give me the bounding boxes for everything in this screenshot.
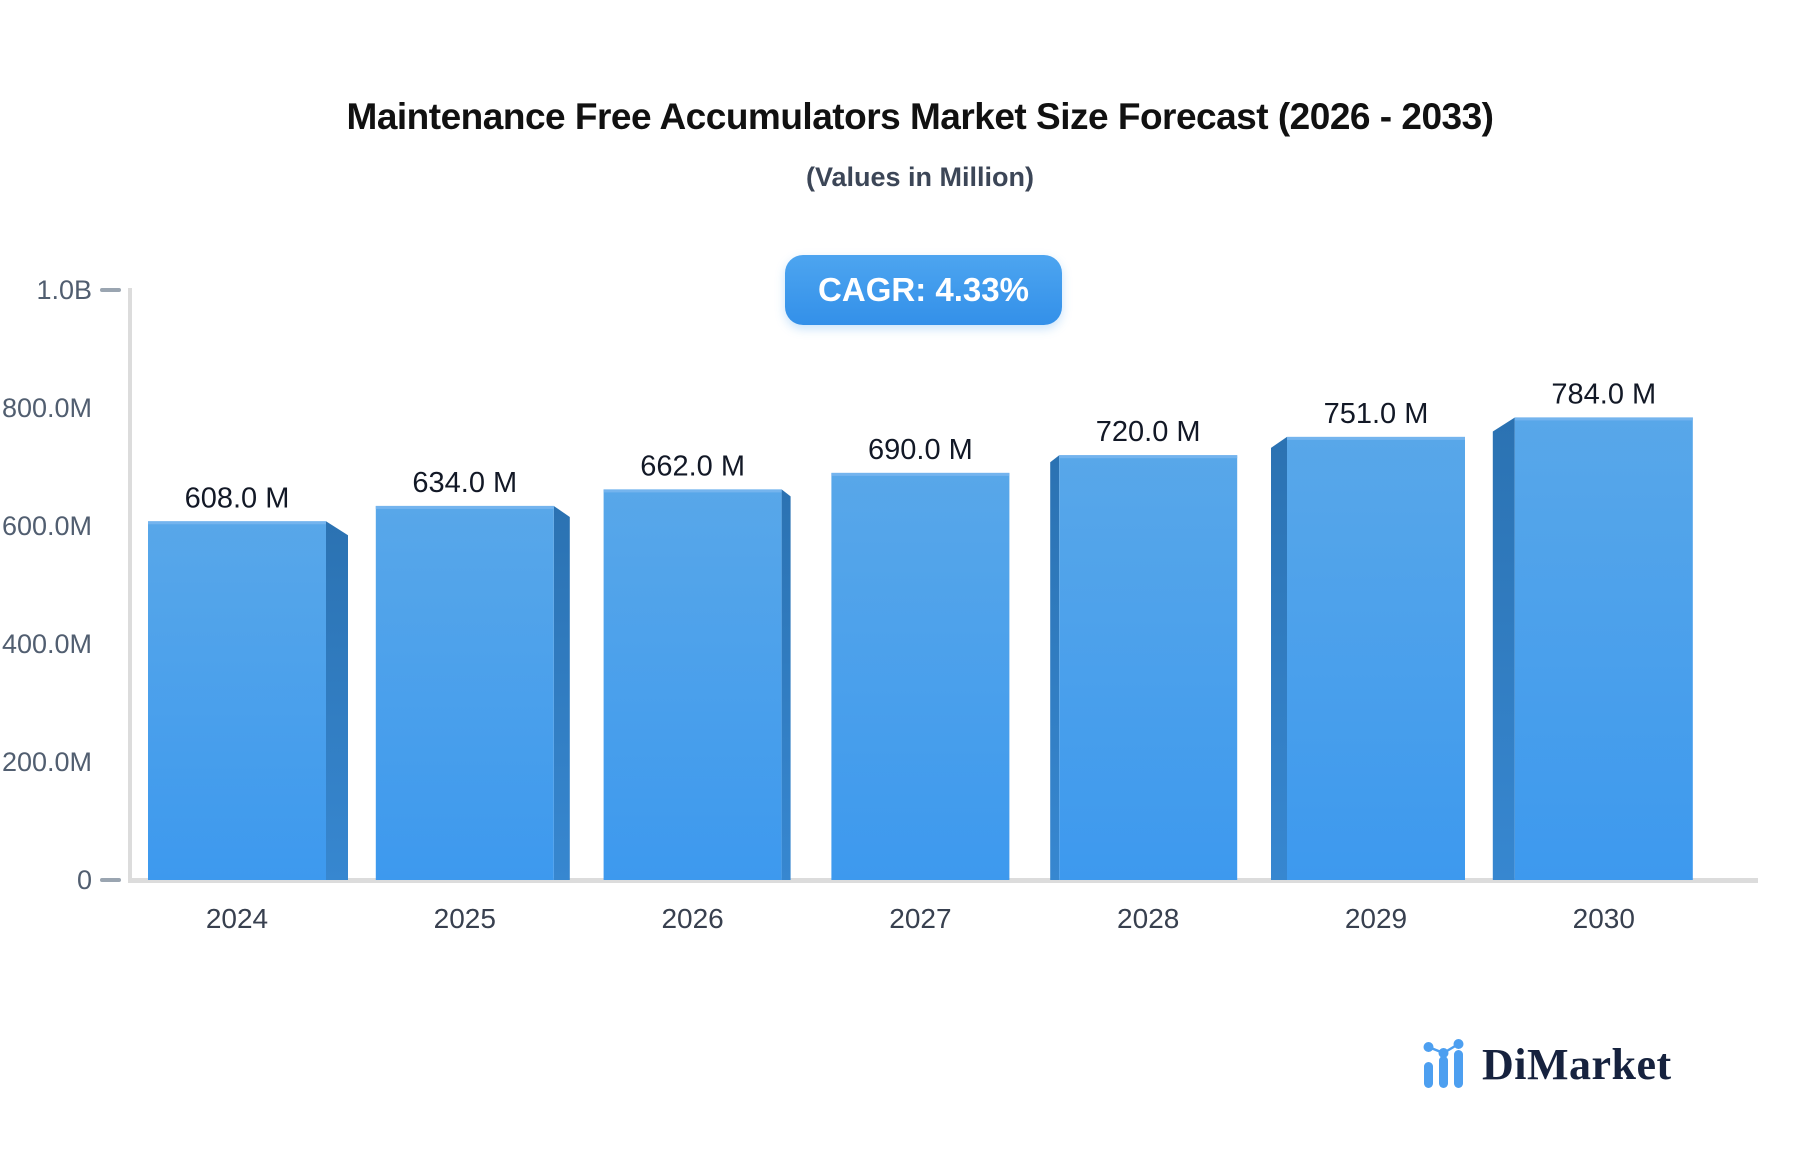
bar-value-2029: 751.0 M: [1324, 398, 1429, 430]
y-axis-label-1.0B: 1.0B: [36, 275, 92, 305]
y-axis-line: [128, 288, 132, 882]
x-axis-label-2027: 2027: [889, 903, 951, 934]
bar-2024[interactable]: [148, 521, 326, 880]
y-axis-label-600.0M: 600.0M: [2, 511, 92, 541]
cagr-badge: CAGR: 4.33%: [785, 255, 1062, 325]
bar-value-2026: 662.0 M: [640, 450, 745, 482]
logo-dot-1: [1423, 1042, 1434, 1052]
bar-value-2027: 690.0 M: [868, 434, 973, 466]
bar-2026-top-edge: [603, 489, 782, 493]
logo-bar-2: [1439, 1056, 1448, 1088]
x-axis-label-2030: 2030: [1573, 903, 1635, 934]
x-axis-label-2025: 2025: [434, 903, 496, 934]
bar-2026[interactable]: [603, 489, 782, 880]
bar-chart: 0 200.0M 400.0M 600.0M 800.0M 1.0B 608.0 M 2024…: [2, 275, 1758, 934]
bar-value-2025: 634.0 M: [412, 467, 517, 499]
y-axis-label-200.0M: 200.0M: [2, 747, 92, 777]
y-axis-label-400.0M: 400.0M: [2, 629, 92, 659]
x-axis-label-2029: 2029: [1345, 903, 1407, 934]
bar-2025[interactable]: [375, 505, 554, 880]
chart-header: Maintenance Free Accumulators Market Siz…: [40, 0, 1800, 193]
bar-2029[interactable]: [1287, 436, 1465, 880]
bar-2029-side: [1271, 436, 1287, 880]
bar-2025-top-edge: [375, 505, 554, 509]
logo-bar-3: [1454, 1050, 1463, 1088]
brand-logo-icon: [1423, 1039, 1464, 1088]
logo-dot-2: [1438, 1048, 1449, 1058]
chart-subtitle: (Values in Million): [805, 162, 1035, 192]
x-axis-label-2024: 2024: [206, 903, 268, 934]
bar-2028[interactable]: [1059, 455, 1238, 880]
bar-2026-side: [781, 489, 791, 880]
logo-dot-3: [1453, 1039, 1464, 1049]
x-axis-line: [128, 878, 1758, 883]
y-axis-label-800.0M: 800.0M: [2, 393, 92, 423]
y-tick-dash: [100, 878, 121, 882]
bar-2028-top-edge: [1059, 455, 1238, 459]
bar-2025-side: [553, 505, 570, 880]
bar-2027-top-edge: [831, 472, 1010, 476]
bar-2030-side: [1492, 417, 1515, 880]
bar-2024-side: [326, 521, 348, 880]
bar-value-2030: 784.0 M: [1551, 378, 1656, 410]
brand-logo-text: DiMarket: [1482, 1040, 1672, 1089]
bar-2030-top-edge: [1514, 417, 1693, 421]
x-axis-label-2028: 2028: [1117, 903, 1179, 934]
bar-2030[interactable]: [1514, 417, 1693, 880]
brand-logo: DiMarket: [1423, 1036, 1672, 1090]
bar-value-2028: 720.0 M: [1096, 416, 1201, 448]
chart-title: Maintenance Free Accumulators Market Siz…: [346, 96, 1495, 137]
bar-2029-top-edge: [1287, 436, 1465, 440]
x-axis-label-2026: 2026: [661, 903, 723, 934]
bar-2027[interactable]: [831, 472, 1010, 880]
bar-2024-top-edge: [148, 521, 326, 525]
y-axis-label-0: 0: [77, 865, 92, 895]
logo-bar-1: [1424, 1062, 1433, 1088]
bar-2028-side: [1050, 455, 1060, 880]
y-tick-dash: [100, 288, 121, 292]
bar-value-2024: 608.0 M: [185, 482, 290, 514]
